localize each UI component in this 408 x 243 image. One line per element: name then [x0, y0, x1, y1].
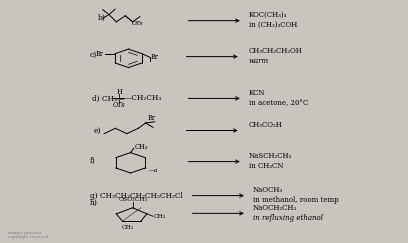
Text: H: H	[116, 88, 122, 95]
Text: CH₃CH₂CH₂OH: CH₃CH₂CH₂OH	[249, 47, 303, 55]
Text: Br: Br	[151, 53, 159, 61]
Text: warm: warm	[249, 57, 269, 65]
Text: —a: —a	[149, 168, 158, 173]
Text: CH₃: CH₃	[154, 214, 166, 219]
Text: NaOCH₂CH₃: NaOCH₂CH₃	[253, 204, 297, 212]
Text: NaOCH₃: NaOCH₃	[253, 186, 283, 194]
Text: f): f)	[90, 156, 95, 164]
Text: CH₃: CH₃	[135, 143, 148, 151]
Text: Br: Br	[148, 113, 156, 122]
Text: OTs: OTs	[113, 101, 125, 109]
Text: —CH₂CH₃: —CH₂CH₃	[125, 95, 162, 102]
Text: in acetone, 20°C: in acetone, 20°C	[249, 99, 308, 107]
Text: in refluxing ethanol: in refluxing ethanol	[253, 214, 323, 222]
Text: OSO₂CH₃: OSO₂CH₃	[118, 197, 147, 202]
Text: e): e)	[94, 127, 101, 135]
Text: KCN: KCN	[249, 89, 265, 97]
Text: CH₃CO₂H: CH₃CO₂H	[249, 121, 283, 129]
Text: sample practice
copyright reserved: sample practice copyright reserved	[8, 231, 49, 239]
Text: in CH₃CN: in CH₃CN	[249, 162, 283, 170]
Text: KOC(CH₃)₃: KOC(CH₃)₃	[249, 11, 287, 19]
Text: b): b)	[98, 14, 106, 22]
Text: in (CH₃)₃COH: in (CH₃)₃COH	[249, 21, 297, 29]
Text: h): h)	[90, 199, 98, 207]
Text: CH₃: CH₃	[122, 225, 134, 230]
Text: OTs: OTs	[132, 21, 143, 26]
Text: d) CH₃—: d) CH₃—	[92, 95, 124, 102]
Text: Br: Br	[96, 50, 104, 58]
Text: c): c)	[90, 51, 97, 59]
Text: g) CH₃CH₂CH₂CH₂CH₂Cl: g) CH₃CH₂CH₂CH₂CH₂Cl	[90, 192, 183, 200]
Text: NaSCH₂CH₃: NaSCH₂CH₃	[249, 152, 292, 160]
Text: in methanol, room temp: in methanol, room temp	[253, 196, 339, 204]
